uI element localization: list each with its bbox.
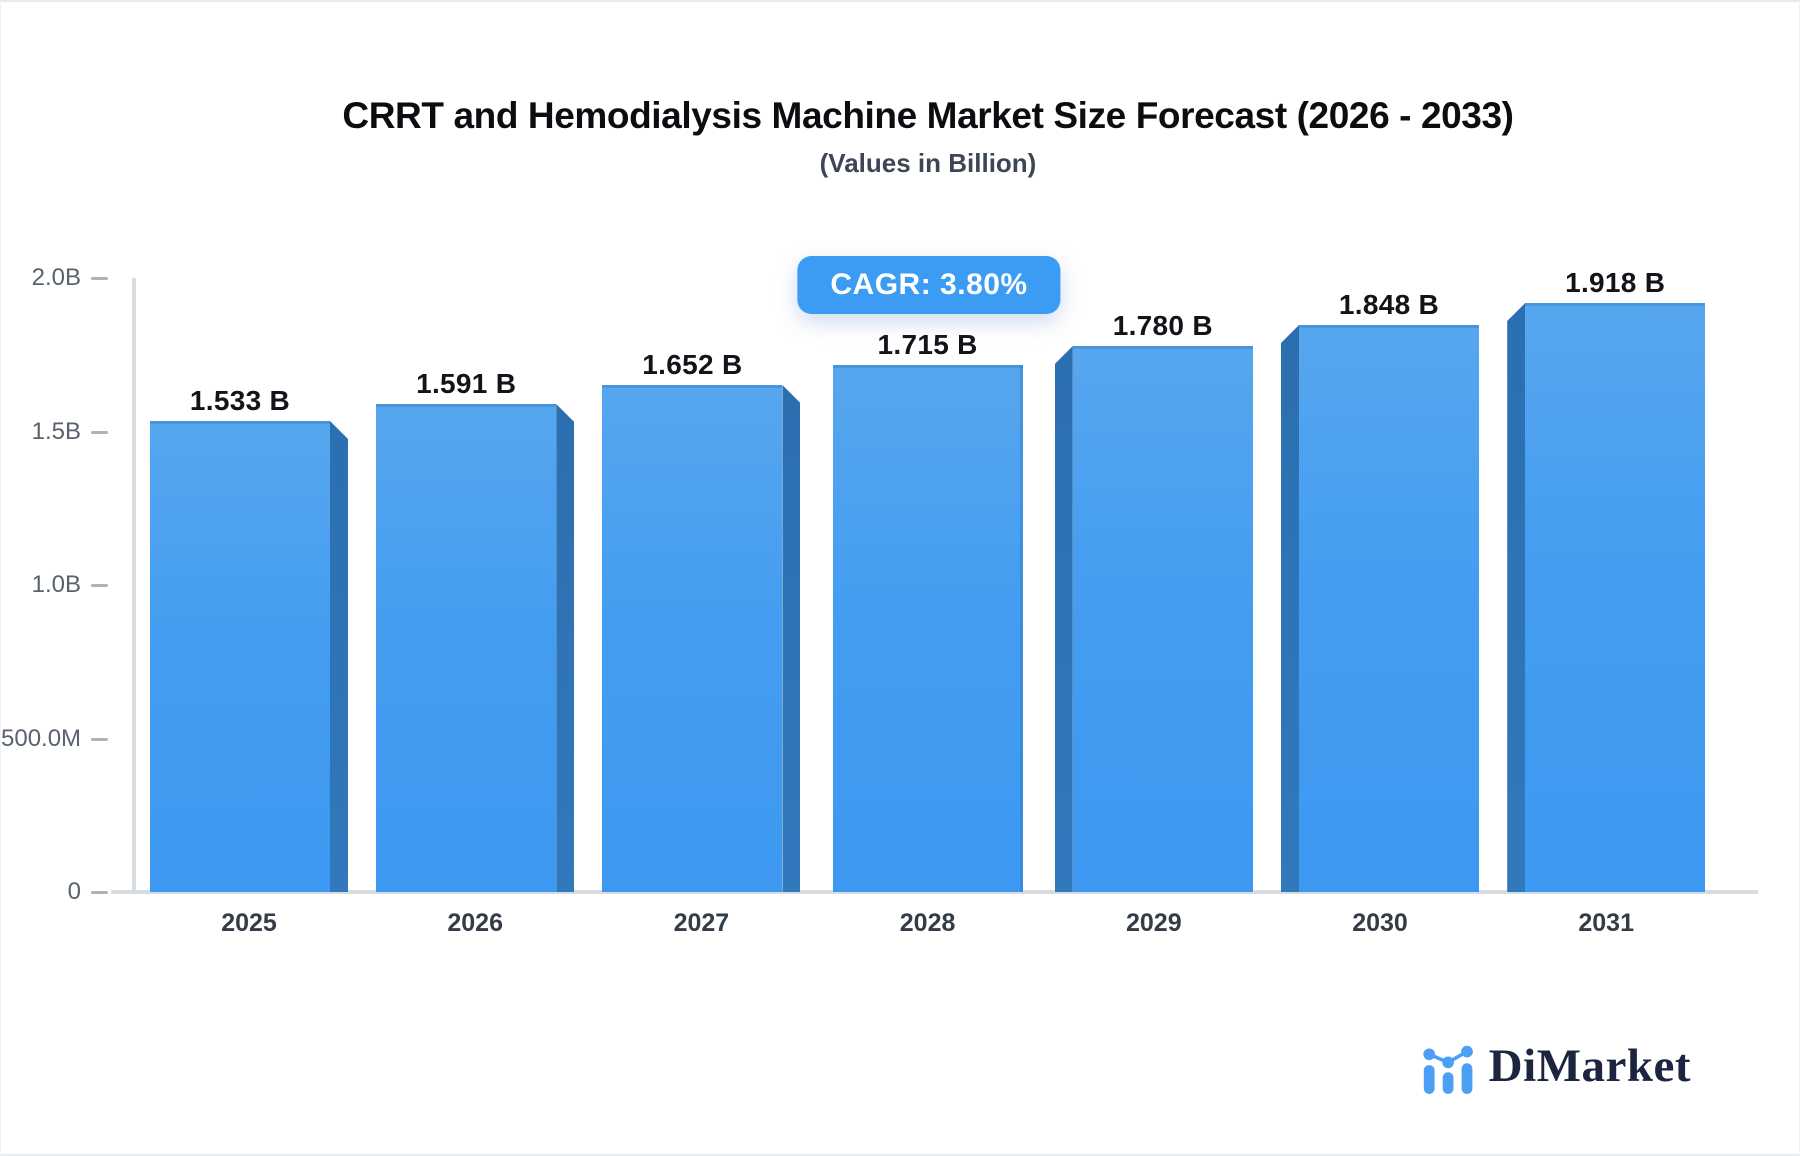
y-tick-label-0: 0 (67, 878, 81, 905)
bar-value-label-2026: 1.591 B (416, 368, 517, 399)
x-tick-label-2026: 2026 (447, 909, 503, 937)
bar-value-label-2029: 1.780 B (1112, 310, 1213, 341)
bar-value-label-2025: 1.533 B (189, 385, 291, 416)
bar-side-face-2025 (330, 421, 348, 892)
bar-value-label-2031: 1.918 B (1565, 267, 1666, 298)
bar-2025 (150, 421, 330, 892)
bar-2026 (376, 404, 557, 892)
dimarket-logo-icon (1422, 1045, 1473, 1094)
y-tick-mark (91, 737, 108, 741)
x-tick-label-2030: 2030 (1352, 909, 1408, 937)
bar-value-label-2028: 1.715 B (877, 329, 978, 360)
x-tick-label-2031: 2031 (1578, 909, 1634, 937)
bar-2027 (602, 385, 783, 892)
chart-subtitle: (Values in Billion) (819, 148, 1037, 178)
x-tick-label-2029: 2029 (1125, 909, 1182, 937)
y-tick-label-2.0B: 2.0B (31, 264, 81, 291)
cagr-badge: CAGR: 3.80% (797, 256, 1061, 314)
y-tick-mark (91, 430, 108, 434)
x-tick-label-2025: 2025 (221, 909, 277, 937)
y-tick-label-500.0M: 500.0M (1, 724, 82, 752)
bar-side-face-2030 (1281, 325, 1299, 892)
x-tick-label-2028: 2028 (899, 909, 956, 937)
bar-side-face-2029 (1054, 346, 1073, 892)
y-tick-label-1.0B: 1.0B (31, 571, 81, 598)
y-tick-mark (91, 277, 108, 280)
chart-title: CRRT and Hemodialysis Machine Market Siz… (342, 95, 1514, 136)
x-axis-line (111, 890, 1758, 894)
bar-side-face-2031 (1507, 303, 1526, 892)
x-tick-label-2027: 2027 (673, 909, 730, 937)
bar-2028 (832, 365, 1023, 892)
bar-side-face-2027 (782, 385, 801, 892)
bar-value-label-2030: 1.848 B (1338, 289, 1440, 320)
bar-value-label-2027: 1.652 B (642, 349, 743, 380)
bar-2029 (1072, 346, 1253, 892)
brand-logo-text: DiMarket (1488, 1040, 1691, 1092)
y-axis-line (132, 278, 136, 892)
y-tick-label-1.5B: 1.5B (31, 417, 81, 445)
chart-header: CRRT and Hemodialysis Machine Market Siz… (1, 94, 1799, 178)
bar-2030 (1299, 325, 1479, 892)
y-tick-mark (91, 584, 108, 587)
y-tick-mark (91, 891, 108, 894)
brand-logo: DiMarket (1422, 1034, 1691, 1098)
bar-2031 (1525, 303, 1706, 892)
bar-side-face-2026 (556, 404, 575, 892)
